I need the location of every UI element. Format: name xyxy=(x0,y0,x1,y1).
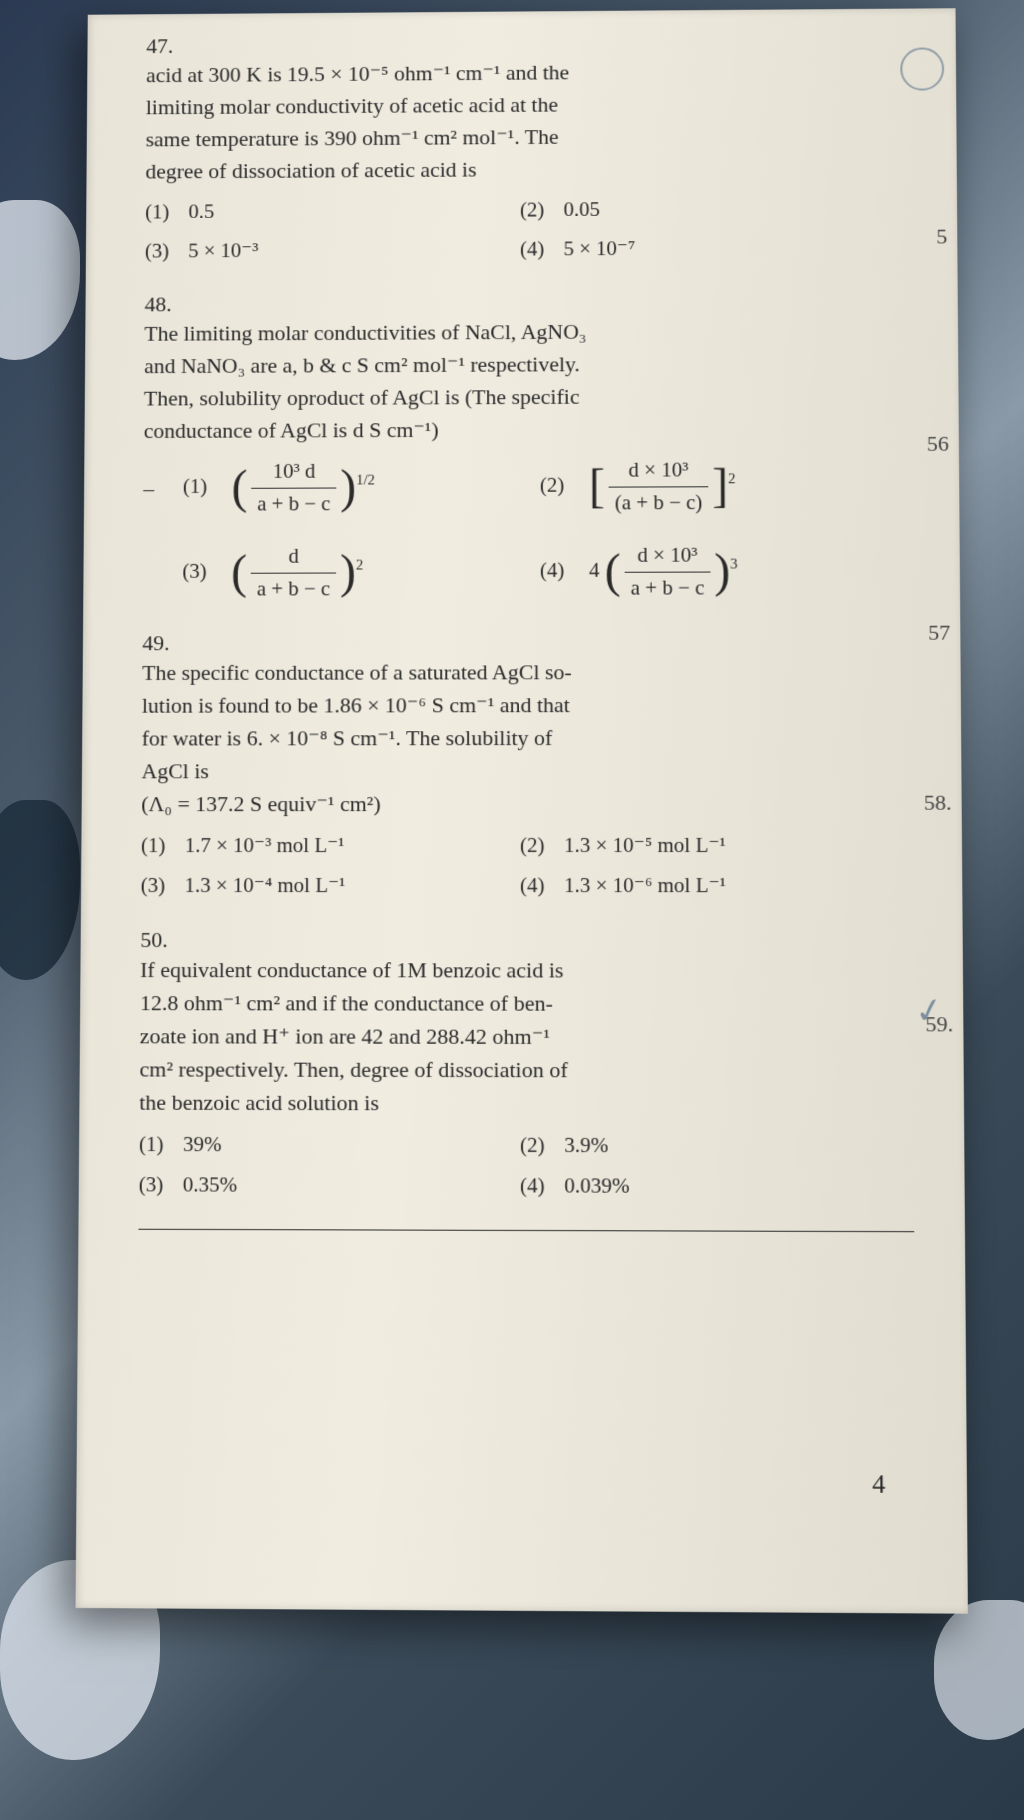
options-block: (1)1.7 × 10⁻³ mol L⁻¹ (2)1.3 × 10⁻⁵ mol … xyxy=(141,830,902,901)
pen-mark-icon xyxy=(900,47,944,90)
option: (3)0.35% xyxy=(139,1169,520,1202)
formula-dash: – xyxy=(143,472,183,505)
page-number: 4 xyxy=(872,1469,885,1500)
option-formula: (3) (da + b − c)2 xyxy=(182,540,540,604)
option: (1)0.5 xyxy=(145,195,520,228)
option: (1)1.7 × 10⁻³ mol L⁻¹ xyxy=(141,830,520,862)
option: (2)1.3 × 10⁻⁵ mol L⁻¹ xyxy=(520,830,902,862)
side-number: 58. xyxy=(924,790,952,816)
text-line: Then, solubility oproduct of AgCl is (Th… xyxy=(144,384,580,410)
side-number: 56 xyxy=(927,431,949,457)
option: (4)0.039% xyxy=(520,1170,904,1203)
option: (3)1.3 × 10⁻⁴ mol L⁻¹ xyxy=(141,870,520,902)
text-line: for water is 6. × 10⁻⁸ S cm⁻¹. The solub… xyxy=(142,725,553,750)
option: (4)5 × 10⁻⁷ xyxy=(520,231,898,264)
options-block: (1)0.5 (2)0.05 (3)5 × 10⁻³ (4)5 × 10⁻⁷ xyxy=(145,193,898,267)
option: (4)1.3 × 10⁻⁶ mol L⁻¹ xyxy=(520,870,902,902)
options-block: (1)39% (2)3.9% (3)0.35% (4)0.039% xyxy=(139,1129,904,1203)
text-line: lution is found to be 1.86 × 10⁻⁶ S cm⁻¹… xyxy=(142,692,570,717)
option: (2)3.9% xyxy=(520,1130,904,1163)
question-text: The limiting molar conductivities of NaC… xyxy=(143,314,900,613)
question-text: acid at 300 K is 19.5 × 10⁻⁵ ohm⁻¹ cm⁻¹ … xyxy=(145,54,898,275)
option-formula: (2) [d × 10³(a + b − c)]2 xyxy=(540,454,899,519)
question-48: 48. The limiting molar conductivities of… xyxy=(143,288,910,613)
question-number: 47. xyxy=(146,33,195,59)
text-line: AgCl is xyxy=(141,758,209,783)
text-line: The limiting molar conductivities of NaC… xyxy=(144,319,586,346)
page-sheet: 47. acid at 300 K is 19.5 × 10⁻⁵ ohm⁻¹ c… xyxy=(76,8,968,1613)
question-number: 48. xyxy=(145,292,194,318)
bg-blob xyxy=(0,200,80,360)
text-line: limiting molar conductivity of acetic ac… xyxy=(146,92,558,119)
option-formula: (1) (10³ da + b − c)1/2 xyxy=(183,455,540,519)
side-number: 5 xyxy=(936,224,947,250)
question-number: 50. xyxy=(140,927,190,953)
text-line: acid at 300 K is 19.5 × 10⁻⁵ ohm⁻¹ cm⁻¹ … xyxy=(146,60,569,87)
text-line: and NaNO₃ are a, b & c S cm² mol⁻¹ respe… xyxy=(144,352,580,378)
side-number: 57 xyxy=(928,620,950,646)
photo-background: 47. acid at 300 K is 19.5 × 10⁻⁵ ohm⁻¹ c… xyxy=(0,0,1024,1820)
option: (1)39% xyxy=(139,1129,520,1162)
text-line: the benzoic acid solution is xyxy=(139,1090,379,1116)
question-50: 50. If equivalent conductance of 1M benz… xyxy=(139,927,914,1211)
question-number: 49. xyxy=(142,630,192,656)
bg-blob xyxy=(0,800,80,980)
question-47: 47. acid at 300 K is 19.5 × 10⁻⁵ ohm⁻¹ c… xyxy=(145,28,908,274)
text-line: cm² respectively. Then, degree of dissoc… xyxy=(139,1056,567,1082)
text-line: conductance of AgCl is d S cm⁻¹) xyxy=(144,417,439,443)
text-line: The specific conductance of a saturated … xyxy=(142,659,572,685)
text-line: If equivalent conductance of 1M benzoic … xyxy=(140,957,563,982)
text-line: zoate ion and H⁺ ion are 42 and 288.42 o… xyxy=(140,1023,550,1049)
option: (3)5 × 10⁻³ xyxy=(145,234,520,267)
text-line: 12.8 ohm⁻¹ cm² and if the conductance of… xyxy=(140,990,553,1016)
question-text: The specific conductance of a saturated … xyxy=(141,655,902,910)
question-49: 49. The specific conductance of a satura… xyxy=(141,629,912,909)
bg-blob xyxy=(934,1600,1024,1740)
option: (2)0.05 xyxy=(520,193,897,226)
text-line: (Λ₀ = 137.2 S equiv⁻¹ cm²) xyxy=(141,791,380,816)
option-formula: (4) 4 (d × 10³a + b − c)3 xyxy=(540,539,900,603)
horizontal-rule xyxy=(138,1229,914,1232)
question-text: If equivalent conductance of 1M benzoic … xyxy=(139,953,904,1211)
checkmark-icon: ✓ xyxy=(911,989,947,1034)
text-line: same temperature is 390 ohm⁻¹ cm² mol⁻¹.… xyxy=(146,124,559,151)
options-block: – (1) (10³ da + b − c)1/2 (2) [d × 10³(a… xyxy=(143,454,900,605)
text-line: degree of dissociation of acetic acid is xyxy=(145,157,476,183)
